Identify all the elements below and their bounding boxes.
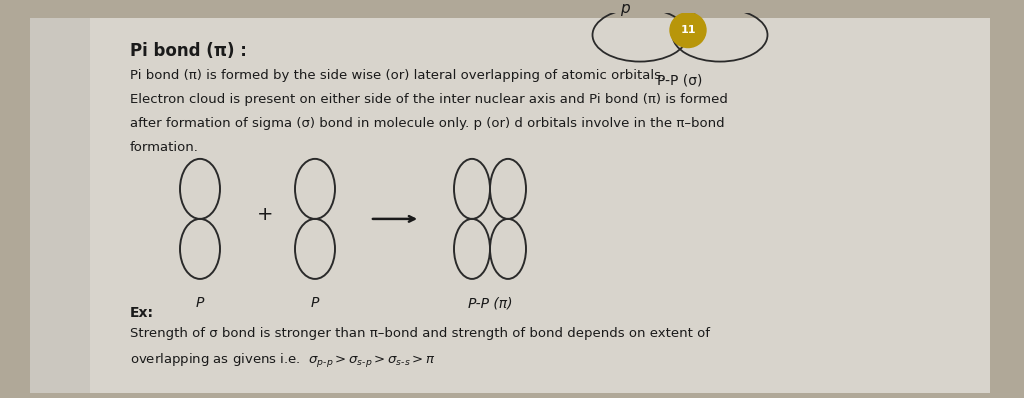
Text: Pi bond (π) :: Pi bond (π) : (130, 42, 247, 60)
Text: P: P (196, 297, 204, 310)
Text: P-P (π): P-P (π) (468, 297, 512, 310)
Text: P: P (311, 297, 319, 310)
Text: Pi bond (π) is formed by the side wise (or) lateral overlapping of atomic orbita: Pi bond (π) is formed by the side wise (… (130, 69, 666, 82)
Circle shape (670, 13, 706, 47)
Text: +: + (257, 205, 273, 224)
Text: Strength of σ bond is stronger than π–bond and strength of bond depends on exten: Strength of σ bond is stronger than π–bo… (130, 327, 710, 340)
Text: P-P (σ): P-P (σ) (657, 74, 702, 88)
Text: 11: 11 (680, 25, 695, 35)
FancyBboxPatch shape (30, 18, 90, 393)
Text: Ex:: Ex: (130, 306, 154, 320)
Text: p: p (621, 0, 630, 16)
Text: formation.: formation. (130, 141, 199, 154)
Text: after formation of sigma (σ) bond in molecule only. p (or) d orbitals involve in: after formation of sigma (σ) bond in mol… (130, 117, 725, 130)
FancyBboxPatch shape (30, 18, 990, 393)
Text: overlapping as givens i.e.  $\sigma_{p\text{-}p}>\sigma_{s\text{-}p}>\sigma_{s\t: overlapping as givens i.e. $\sigma_{p\te… (130, 353, 436, 371)
Text: Electron cloud is present on either side of the inter nuclear axis and Pi bond (: Electron cloud is present on either side… (130, 93, 728, 106)
